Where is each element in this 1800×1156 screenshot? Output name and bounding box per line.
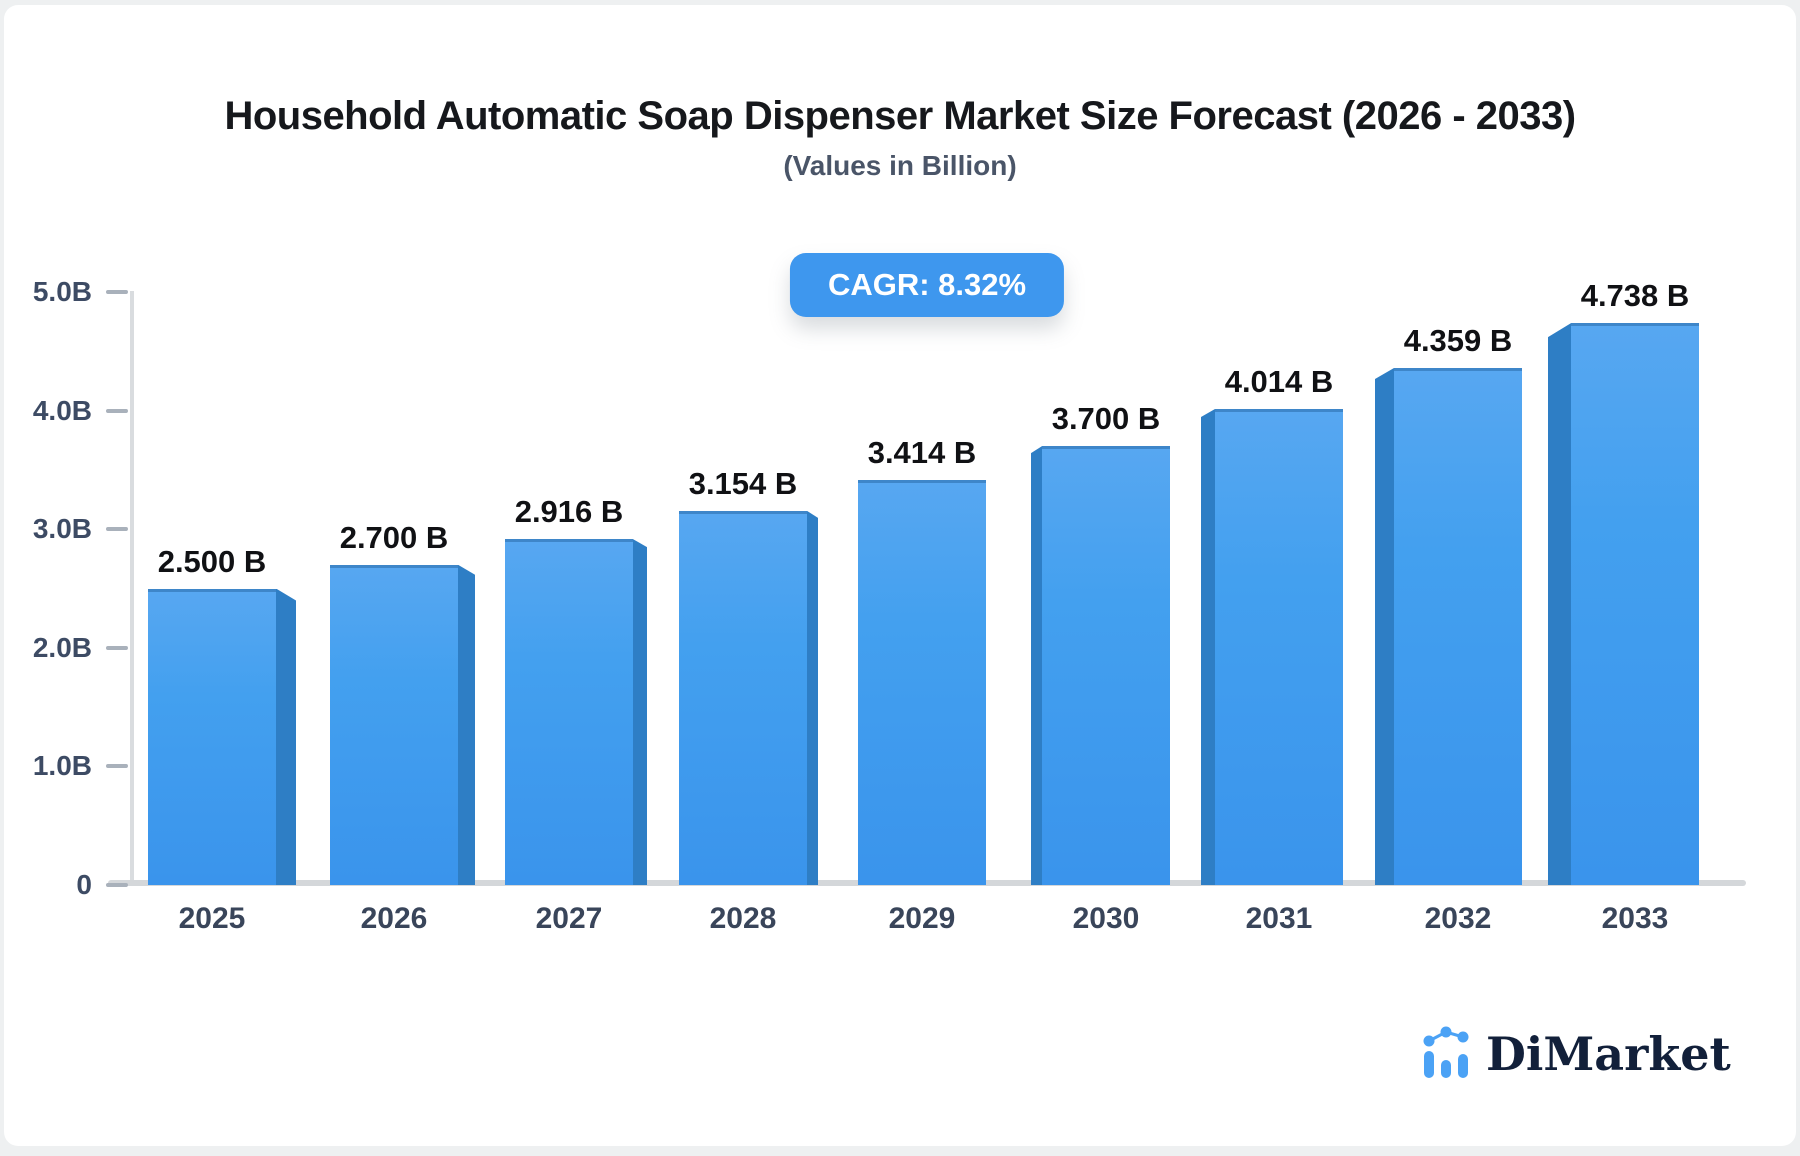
x-axis-label-2030: 2030 (1072, 902, 1140, 935)
bar-side-2030 (1031, 446, 1042, 885)
y-axis-tick: 5.0B (10, 276, 128, 307)
bar-2030 (1042, 446, 1170, 885)
bar-2029 (858, 480, 986, 885)
y-axis-tick: 4.0B (10, 394, 128, 426)
bar-chart-trend-icon (1423, 1026, 1469, 1078)
y-axis-tick: 0 (10, 869, 128, 900)
x-axis-label-2029: 2029 (888, 902, 956, 935)
bar-value-label-2033: 4.738 B (1580, 278, 1690, 314)
y-axis-tick: 3.0B (10, 513, 128, 545)
bar-value-label-2028: 3.154 B (688, 465, 798, 501)
x-axis-label-2031: 2031 (1245, 902, 1313, 935)
y-axis-tick-dash (106, 290, 128, 294)
bar-value-label-2025: 2.500 B (157, 543, 267, 579)
y-axis-tick-label: 0 (76, 869, 92, 900)
y-axis-tick-dash (106, 527, 128, 532)
y-axis-tick-label: 4.0B (32, 394, 92, 426)
bar-2032 (1394, 368, 1522, 885)
x-axis-label-2026: 2026 (360, 902, 428, 935)
dimarket-logo: DiMarket (1418, 1026, 1731, 1082)
x-axis-label-2032: 2032 (1424, 902, 1492, 935)
y-axis-line (130, 291, 134, 883)
y-axis-tick-dash (106, 645, 128, 650)
bar-side-2033 (1548, 323, 1571, 885)
y-axis-tick-dash (106, 764, 128, 769)
y-axis-tick-label: 3.0B (32, 513, 92, 545)
bar-side-2027 (633, 539, 647, 885)
x-axis-label-2027: 2027 (535, 902, 603, 935)
y-axis-tick-label: 1.0B (32, 750, 92, 782)
bar-2028 (679, 510, 807, 885)
y-axis-tick-label: 2.0B (32, 631, 92, 663)
bar-value-label-2031: 4.014 B (1224, 363, 1334, 399)
bar-value-label-2026: 2.700 B (339, 519, 449, 555)
bar-2026 (330, 564, 458, 885)
y-axis-tick-dash (106, 408, 128, 413)
bar-side-2025 (276, 588, 296, 885)
bar-value-label-2027: 2.916 B (514, 494, 624, 530)
bar-side-2032 (1375, 368, 1394, 885)
x-axis-label-2028: 2028 (709, 902, 777, 935)
dimarket-logo-text: DiMarket (1486, 1027, 1731, 1081)
bar-side-2031 (1201, 408, 1215, 885)
bar-2031 (1215, 408, 1343, 885)
x-axis-label-2025: 2025 (178, 902, 246, 935)
bar-2027 (505, 539, 633, 885)
bar-value-label-2030: 3.700 B (1051, 401, 1161, 437)
bar-value-label-2029: 3.414 B (867, 435, 977, 471)
bar-value-label-2032: 4.359 B (1403, 323, 1513, 359)
y-axis-tick: 2.0B (10, 631, 128, 663)
y-axis-tick-dash (106, 883, 128, 887)
bar-2033 (1571, 323, 1699, 885)
chart-title: Household Automatic Soap Dispenser Marke… (224, 94, 1576, 138)
cagr-badge: CAGR: 8.32% (789, 253, 1065, 317)
chart-subtitle: (Values in Billion) (783, 150, 1017, 181)
bar-side-2028 (807, 510, 818, 885)
bar-2025 (148, 588, 276, 885)
y-axis-tick: 1.0B (10, 750, 128, 782)
x-axis-label-2033: 2033 (1601, 902, 1669, 935)
y-axis-tick-label: 5.0B (32, 276, 92, 307)
bar-side-2026 (458, 564, 475, 885)
